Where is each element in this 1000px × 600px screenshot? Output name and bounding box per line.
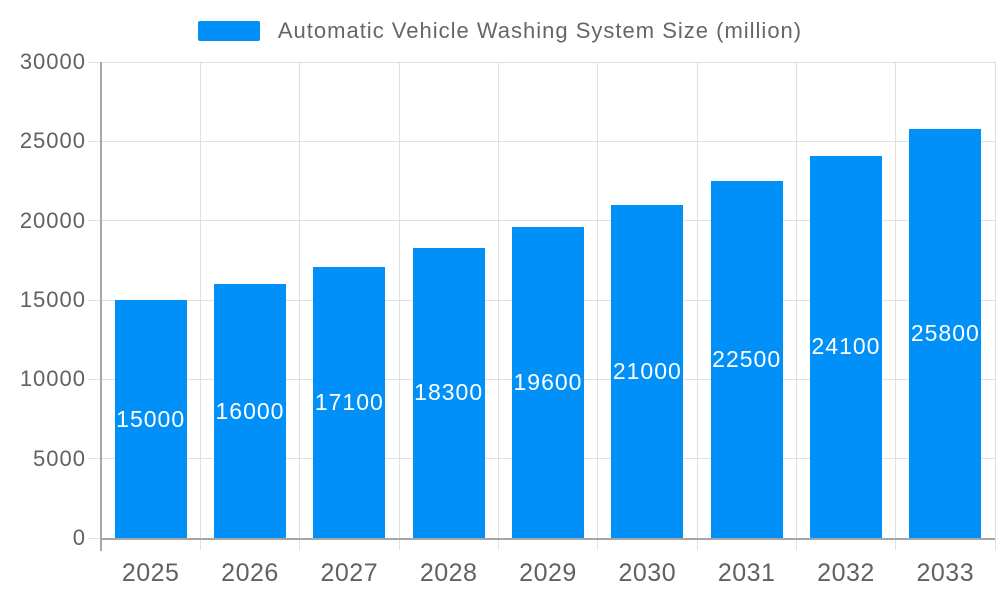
x-tick-label: 2033 (916, 559, 975, 587)
x-tick-label: 2032 (817, 559, 875, 587)
legend-swatch (197, 21, 260, 41)
y-axis-tick (88, 537, 101, 539)
bar-value-label: 21000 (612, 357, 682, 384)
bar[interactable]: 15000 (114, 300, 187, 538)
y-axis-line (100, 62, 102, 551)
gridline-vertical (597, 62, 599, 538)
y-tick-label: 5000 (33, 445, 86, 471)
x-tick-label: 2031 (717, 559, 776, 587)
y-axis-tick (88, 220, 101, 222)
bar[interactable]: 22500 (710, 181, 783, 538)
bar-value-label: 22500 (712, 346, 782, 372)
bar-value-label: 16000 (215, 397, 285, 424)
x-axis-tick (497, 538, 499, 550)
y-tick-label: 0 (72, 525, 86, 550)
gridline-horizontal (101, 140, 995, 142)
gridline-vertical (199, 62, 201, 538)
gridline-vertical (895, 62, 897, 538)
bar-value-label: 17100 (314, 388, 384, 415)
legend-item[interactable]: Automatic Vehicle Washing System Size (m… (0, 12, 1000, 50)
bar-value-label: 25800 (910, 319, 980, 346)
x-tick-label: 2028 (419, 559, 478, 587)
x-tick-label: 2025 (121, 559, 180, 587)
x-tick-label: 2029 (519, 559, 577, 587)
x-axis-tick (696, 538, 698, 550)
y-tick-label: 25000 (19, 128, 86, 154)
x-tick-label: 2026 (221, 559, 279, 587)
bar[interactable]: 24100 (810, 155, 882, 538)
bar[interactable]: 19600 (512, 227, 584, 538)
gridline-vertical (696, 62, 698, 538)
legend-label: Automatic Vehicle Washing System Size (m… (277, 18, 803, 43)
y-axis-tick (88, 140, 101, 142)
bar-value-label: 19600 (513, 368, 583, 395)
gridline-horizontal (101, 220, 995, 222)
y-tick-label: 15000 (19, 287, 86, 312)
bar-value-label: 24100 (811, 333, 881, 360)
y-axis-tick (88, 458, 101, 460)
gridline-vertical (497, 62, 499, 538)
y-axis-tick (88, 299, 101, 301)
x-axis-tick (795, 538, 797, 550)
gridline-vertical (994, 62, 996, 538)
x-axis-tick (597, 538, 599, 550)
gridline-vertical (795, 62, 797, 538)
y-axis-tick (88, 61, 101, 63)
bar[interactable]: 21000 (611, 204, 684, 538)
gridline-vertical (299, 62, 301, 538)
x-axis-tick (299, 538, 301, 550)
x-axis-tick (994, 538, 996, 550)
x-tick-label: 2030 (618, 559, 677, 587)
bar[interactable]: 25800 (909, 128, 982, 538)
x-axis-tick (398, 538, 400, 550)
x-axis-line (100, 538, 995, 540)
bar[interactable]: 17100 (313, 266, 386, 538)
y-tick-label: 10000 (19, 366, 86, 392)
gridline-vertical (398, 62, 400, 538)
bar[interactable]: 16000 (214, 284, 286, 538)
y-tick-label: 20000 (19, 207, 86, 233)
y-axis-tick (88, 378, 101, 380)
bar-value-label: 15000 (116, 405, 186, 432)
x-tick-label: 2027 (320, 559, 379, 587)
bar-value-label: 18300 (414, 379, 484, 406)
y-tick-label: 30000 (19, 49, 86, 74)
x-axis-tick (199, 538, 201, 550)
x-axis-tick (895, 538, 897, 550)
gridline-horizontal (101, 61, 995, 63)
bar[interactable]: 18300 (412, 247, 485, 538)
